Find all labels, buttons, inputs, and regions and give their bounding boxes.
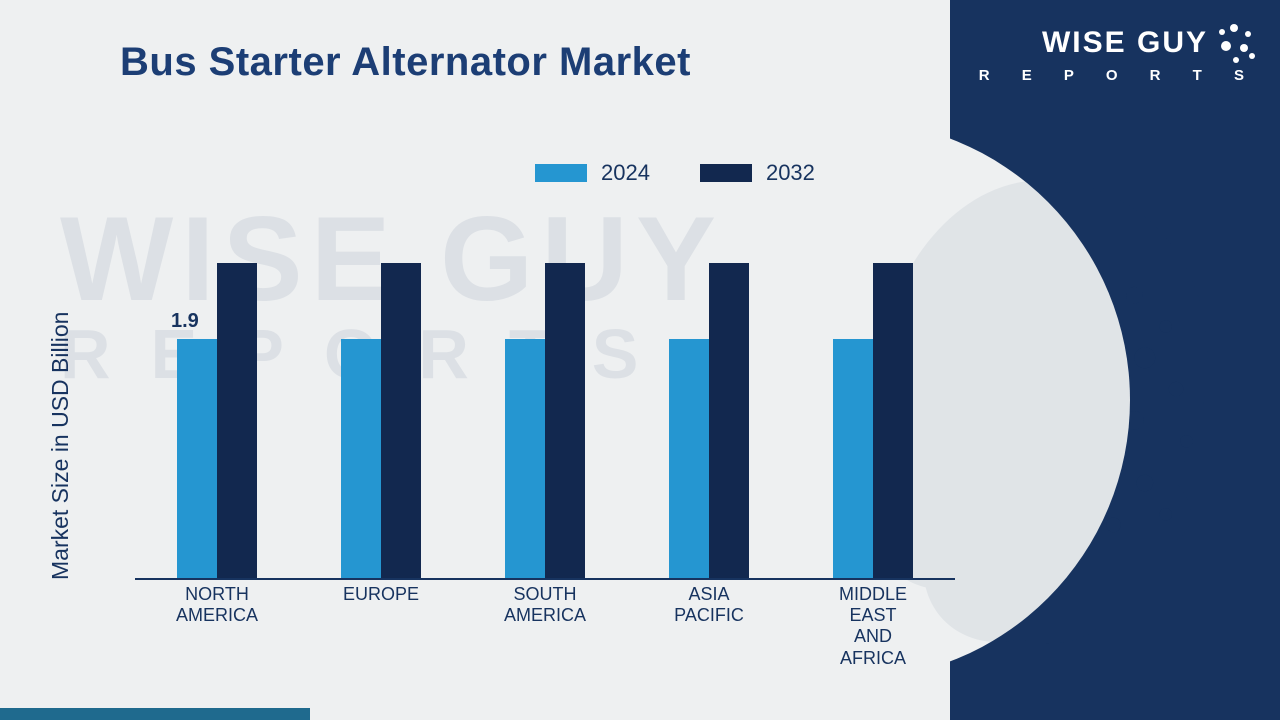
value-label: 1.9 — [171, 310, 199, 333]
bar-2032 — [217, 263, 257, 580]
x-axis-baseline — [135, 578, 955, 580]
bar-2024 — [833, 339, 873, 580]
x-axis-label: EUROPE — [299, 584, 463, 669]
bar-2024 — [505, 339, 545, 580]
x-axis-label: SOUTHAMERICA — [463, 584, 627, 669]
bar-2032 — [545, 263, 585, 580]
legend-item-2032: 2032 — [700, 160, 815, 186]
bar-2024 — [341, 339, 381, 580]
bar-2032 — [873, 263, 913, 580]
bar-group — [627, 200, 791, 580]
brand-dots-icon — [1214, 22, 1258, 66]
stage: Bus Starter Alternator Market WISE GUY R… — [0, 0, 1280, 720]
bar-group — [463, 200, 627, 580]
bar-groups: 1.9 — [135, 200, 955, 580]
legend-swatch-2032 — [700, 164, 752, 182]
bottom-accent-bar — [0, 708, 310, 720]
bar-group — [791, 200, 955, 580]
bar-2024 — [669, 339, 709, 580]
bar-2032 — [709, 263, 749, 580]
legend-item-2024: 2024 — [535, 160, 650, 186]
bar-2032 — [381, 263, 421, 580]
brand-logo: WISE GUY R E P O R T S — [979, 22, 1258, 83]
x-axis-label: ASIAPACIFIC — [627, 584, 791, 669]
brand-line1: WISE GUY — [1042, 26, 1208, 59]
brand-line2: R E P O R T S — [979, 68, 1258, 83]
legend: 2024 2032 — [535, 160, 815, 186]
legend-label-2024: 2024 — [601, 160, 650, 186]
legend-label-2032: 2032 — [766, 160, 815, 186]
plot-area: 1.9 — [135, 200, 955, 580]
bar-2024 — [177, 339, 217, 580]
page-title: Bus Starter Alternator Market — [120, 40, 691, 85]
chart-region: Market Size in USD Billion 2024 2032 1.9… — [55, 160, 955, 680]
x-axis-label: NORTHAMERICA — [135, 584, 299, 669]
bar-group: 1.9 — [135, 200, 299, 580]
legend-swatch-2024 — [535, 164, 587, 182]
x-axis-label: MIDDLEEASTANDAFRICA — [791, 584, 955, 669]
bar-group — [299, 200, 463, 580]
y-axis-label: Market Size in USD Billion — [47, 312, 74, 580]
x-axis-labels: NORTHAMERICAEUROPESOUTHAMERICAASIAPACIFI… — [135, 584, 955, 669]
